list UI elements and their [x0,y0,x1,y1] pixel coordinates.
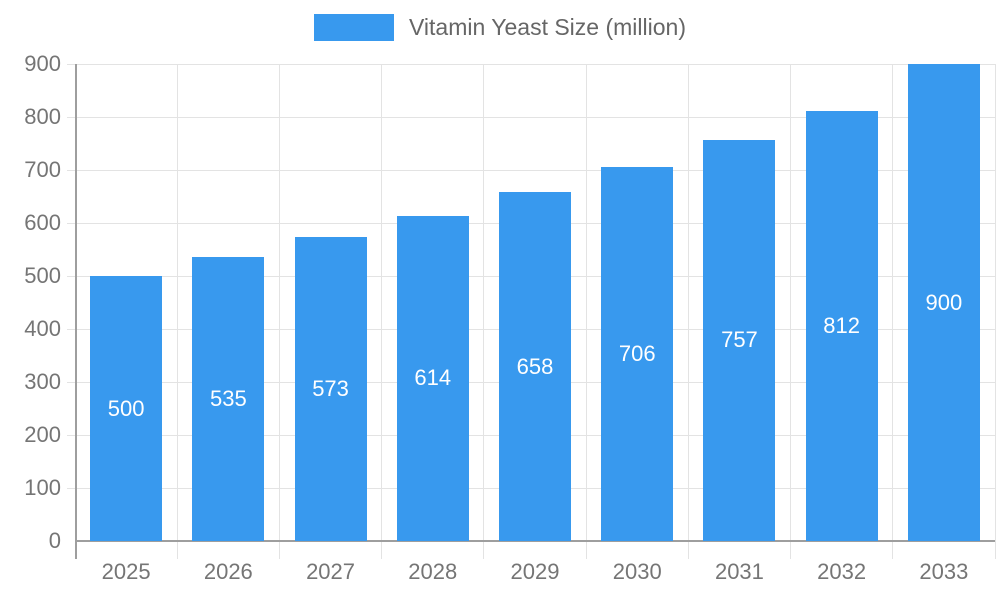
x-axis-tick-label: 2025 [101,559,151,584]
gridline-x-8 [892,64,894,559]
gridline-x-7 [790,64,792,559]
gridline-y-700 [67,169,995,171]
gridline-y-900 [67,63,995,65]
y-axis-tick-label: 400 [24,316,61,341]
legend-label[interactable]: Vitamin Yeast Size (million) [409,14,686,40]
gridline-x-4 [483,64,485,559]
bar-2025[interactable]: 500 [90,276,163,541]
x-axis-tick-label: 2029 [510,559,560,584]
bar-value-label: 812 [823,312,861,338]
legend-swatch[interactable] [314,14,394,41]
gridline-x-1 [176,64,178,559]
bar-value-label: 706 [618,340,656,366]
gridline-x-2 [278,64,280,559]
bar-2032[interactable]: 812 [805,110,878,541]
bar-value-label: 573 [312,376,349,402]
x-axis-tick-label: 2026 [203,559,253,584]
gridline-x-3 [381,64,383,559]
y-axis-tick-label: 700 [24,157,61,182]
y-axis-tick-label: 800 [24,104,61,129]
bar-value-label: 500 [107,395,145,421]
gridline-x-9 [994,64,996,559]
gridline-x-5 [585,64,587,559]
bar-value-label: 658 [516,353,554,379]
bar-value-label: 535 [209,386,247,412]
bar-value-label: 757 [721,327,758,353]
bar-2027[interactable]: 573 [294,237,367,541]
x-axis-tick-label: 2033 [919,559,969,584]
y-axis-tick-label: 300 [24,369,61,394]
bar-2030[interactable]: 706 [601,166,674,541]
x-axis-tick-label: 2027 [306,559,356,584]
bar-value-label: 614 [414,365,452,391]
bar-value-label: 900 [925,289,963,315]
bar-2029[interactable]: 658 [499,192,571,541]
bar-2033[interactable]: 900 [907,64,980,541]
chart-legend[interactable]: Vitamin Yeast Size (million) [0,14,1000,41]
y-axis-tick-label: 0 [48,528,61,553]
x-axis-tick-label: 2032 [817,559,867,584]
x-axis-tick-label: 2028 [408,559,458,584]
y-axis-tick-label: 900 [24,51,61,76]
bar-2026[interactable]: 535 [192,257,265,541]
bar-2028[interactable]: 614 [396,215,469,541]
gridline-x-6 [687,64,689,559]
x-axis-line [75,540,995,542]
y-axis-tick-label: 100 [24,475,61,500]
x-axis-tick-label: 2030 [612,559,662,584]
y-axis-tick-label: 500 [24,263,61,288]
y-axis-line [74,64,77,559]
x-axis-tick-label: 2031 [714,559,764,584]
plot-area: 0 100 200 300 400 500 600 700 800 900 500 2025 535 20… [24,51,996,584]
y-axis-tick-label: 200 [24,422,61,447]
gridline-y-800 [67,116,995,118]
bar-2031[interactable]: 757 [703,139,776,541]
y-axis-tick-label: 600 [24,210,61,235]
